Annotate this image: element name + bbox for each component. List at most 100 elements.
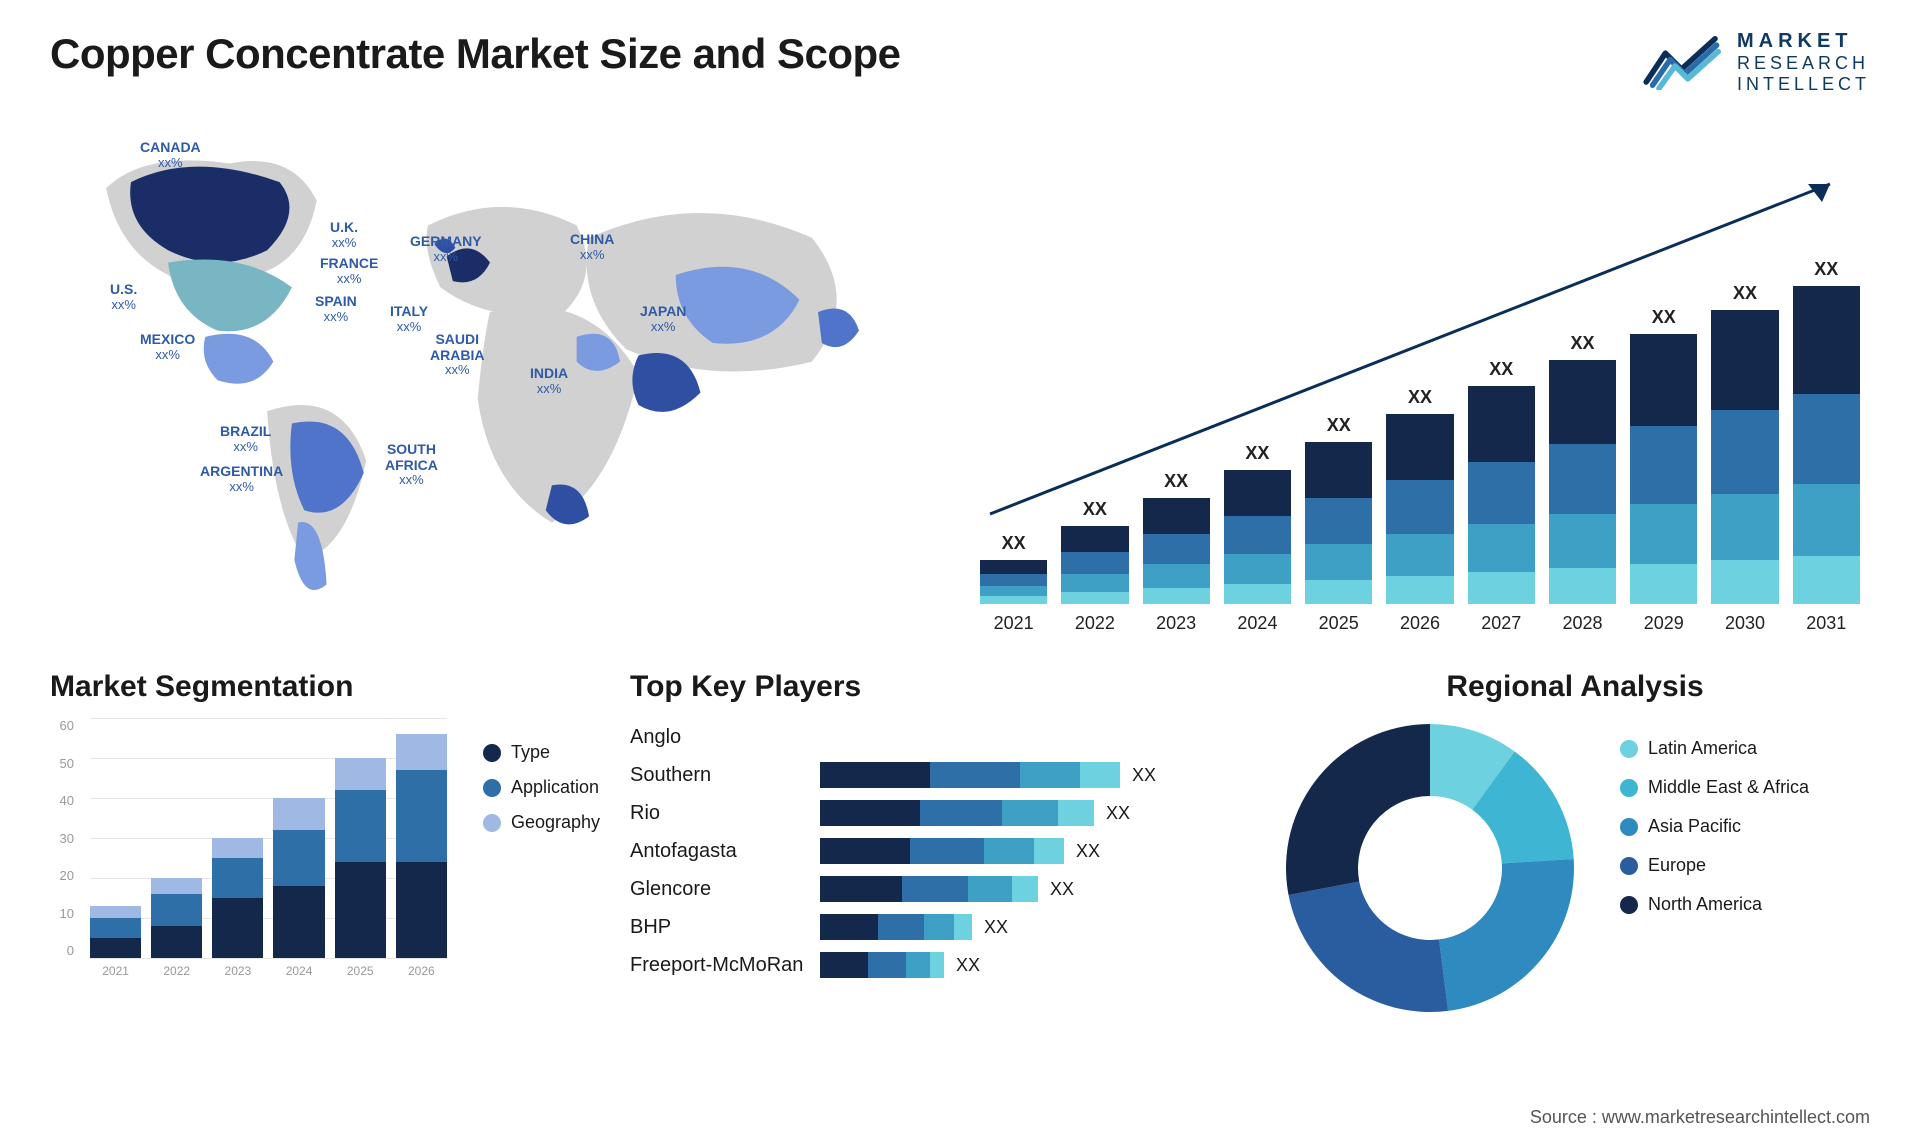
segmentation-year-label: 2025	[335, 964, 386, 978]
forecast-bar: XX	[1793, 259, 1860, 604]
legend-label: Type	[511, 742, 550, 763]
forecast-bar: XX	[1711, 283, 1778, 604]
segmentation-year-label: 2021	[90, 964, 141, 978]
forecast-bar-label: XX	[1327, 415, 1351, 436]
y-tick: 0	[67, 943, 74, 958]
player-name: Glencore	[630, 878, 820, 901]
forecast-bar-label: XX	[1733, 283, 1757, 304]
player-value: XX	[984, 917, 1008, 938]
forecast-bar: XX	[1305, 415, 1372, 604]
forecast-year-label: 2031	[1793, 613, 1860, 634]
legend-item: Geography	[483, 812, 600, 833]
player-bar	[820, 762, 1120, 788]
map-label-u-s-: U.S.xx%	[110, 282, 137, 312]
segmentation-legend: Type Application Geography	[463, 718, 600, 978]
segmentation-year-label: 2024	[273, 964, 324, 978]
map-label-mexico: MEXICOxx%	[140, 332, 195, 362]
player-bar	[820, 952, 944, 978]
segmentation-title: Market Segmentation	[50, 670, 600, 704]
page-title: Copper Concentrate Market Size and Scope	[50, 30, 901, 78]
map-label-germany: GERMANYxx%	[410, 234, 482, 264]
forecast-bar: XX	[1224, 443, 1291, 604]
map-label-france: FRANCExx%	[320, 256, 378, 286]
player-row: Glencore XX	[630, 870, 1250, 908]
legend-label: Asia Pacific	[1648, 816, 1741, 837]
legend-item: Europe	[1620, 855, 1809, 876]
key-players-panel: Top Key Players AngloSouthernXXRioXXAnto…	[630, 670, 1250, 984]
forecast-bar: XX	[1549, 333, 1616, 604]
legend-swatch	[1620, 740, 1638, 758]
forecast-bar: XX	[1386, 387, 1453, 604]
player-row: Antofagasta XX	[630, 832, 1250, 870]
segmentation-year-label: 2023	[212, 964, 263, 978]
forecast-year-label: 2022	[1061, 613, 1128, 634]
regional-panel: Regional Analysis Latin AmericaMiddle Ea…	[1280, 670, 1870, 1018]
map-label-china: CHINAxx%	[570, 232, 614, 262]
y-tick: 50	[60, 756, 74, 771]
map-label-italy: ITALYxx%	[390, 304, 428, 334]
legend-label: Europe	[1648, 855, 1706, 876]
legend-swatch	[1620, 779, 1638, 797]
forecast-bar: XX	[1468, 359, 1535, 604]
player-value: XX	[956, 955, 980, 976]
forecast-bar-label: XX	[1814, 259, 1838, 280]
forecast-year-label: 2025	[1305, 613, 1372, 634]
forecast-chart: XXXXXXXXXXXXXXXXXXXXXX 20212022202320242…	[970, 114, 1870, 634]
world-map-svg	[50, 114, 930, 634]
player-value: XX	[1076, 841, 1100, 862]
legend-swatch	[1620, 857, 1638, 875]
map-label-spain: SPAINxx%	[315, 294, 357, 324]
forecast-bar-label: XX	[1245, 443, 1269, 464]
legend-item: Application	[483, 777, 600, 798]
map-label-u-k-: U.K.xx%	[330, 220, 358, 250]
player-row: Freeport-McMoRan XX	[630, 946, 1250, 984]
player-name: Antofagasta	[630, 840, 820, 863]
player-name: Freeport-McMoRan	[630, 954, 820, 977]
forecast-bar: XX	[980, 533, 1047, 604]
legend-item: North America	[1620, 894, 1809, 915]
forecast-bar-label: XX	[1164, 471, 1188, 492]
map-label-india: INDIAxx%	[530, 366, 568, 396]
source-line: Source : www.marketresearchintellect.com	[1530, 1107, 1870, 1128]
player-row: Anglo	[630, 718, 1250, 756]
segmentation-bar	[396, 734, 447, 958]
legend-swatch	[483, 744, 501, 762]
forecast-bar-label: XX	[1652, 307, 1676, 328]
y-tick: 40	[60, 793, 74, 808]
logo-word-2: RESEARCH	[1737, 53, 1870, 74]
player-row: RioXX	[630, 794, 1250, 832]
segmentation-year-label: 2022	[151, 964, 202, 978]
y-tick: 30	[60, 831, 74, 846]
forecast-year-label: 2026	[1386, 613, 1453, 634]
forecast-year-label: 2028	[1549, 613, 1616, 634]
map-label-saudi-arabia: SAUDIARABIAxx%	[430, 332, 484, 377]
forecast-bar: XX	[1143, 471, 1210, 604]
player-name: Rio	[630, 802, 820, 825]
segmentation-year-label: 2026	[396, 964, 447, 978]
map-label-brazil: BRAZILxx%	[220, 424, 271, 454]
player-name: BHP	[630, 916, 820, 939]
player-name: Southern	[630, 764, 820, 787]
player-value: XX	[1050, 879, 1074, 900]
legend-label: North America	[1648, 894, 1762, 915]
player-name: Anglo	[630, 726, 820, 749]
player-bar	[820, 914, 972, 940]
forecast-year-label: 2030	[1711, 613, 1778, 634]
y-tick: 60	[60, 718, 74, 733]
y-tick: 20	[60, 868, 74, 883]
legend-swatch	[483, 814, 501, 832]
regional-legend: Latin AmericaMiddle East & AfricaAsia Pa…	[1620, 718, 1809, 915]
legend-label: Geography	[511, 812, 600, 833]
segmentation-bar	[273, 798, 324, 958]
y-tick: 10	[60, 906, 74, 921]
brand-logo: MARKET RESEARCH INTELLECT	[1643, 30, 1870, 94]
map-label-south-africa: SOUTHAFRICAxx%	[385, 442, 438, 487]
forecast-year-label: 2021	[980, 613, 1047, 634]
map-label-canada: CANADAxx%	[140, 140, 201, 170]
player-bar	[820, 876, 1038, 902]
player-bar	[820, 800, 1094, 826]
segmentation-bar	[151, 878, 202, 958]
player-row: BHP XX	[630, 908, 1250, 946]
segmentation-bar	[90, 906, 141, 958]
legend-item: Asia Pacific	[1620, 816, 1809, 837]
